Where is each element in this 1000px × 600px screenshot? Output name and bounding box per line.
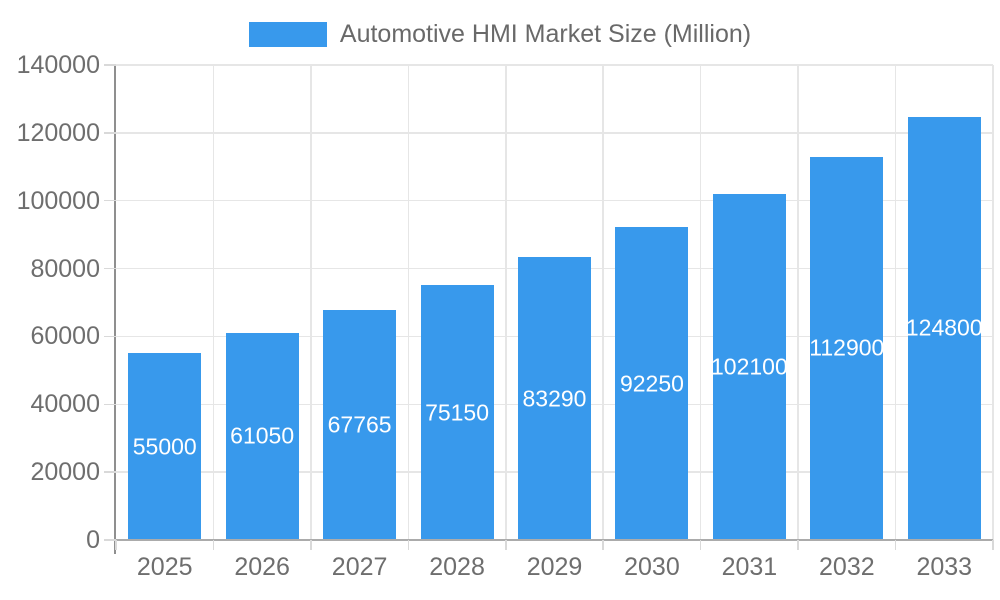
legend: Automotive HMI Market Size (Million) — [0, 20, 1000, 48]
y-tick-label: 20000 — [30, 458, 100, 487]
plot-area: 55000 61050 67765 75150 83290 92250 102100 1129… — [116, 64, 994, 540]
gridline-h — [116, 199, 993, 202]
gridline-v — [602, 65, 604, 540]
y-tick — [104, 267, 116, 270]
y-tick-label: 120000 — [16, 118, 100, 147]
y-tick — [104, 403, 116, 406]
bar[interactable] — [420, 285, 494, 540]
x-tick — [212, 540, 215, 550]
x-tick-label: 2027 — [331, 553, 388, 581]
legend-label: Automotive HMI Market Size (Million) — [339, 20, 752, 48]
bar[interactable] — [712, 193, 786, 540]
y-tick — [104, 471, 116, 473]
gridline-h — [116, 64, 993, 66]
x-tick-label: 2029 — [526, 553, 583, 581]
gridline-v — [407, 65, 410, 540]
gridline-h — [116, 132, 993, 134]
gridline-v — [505, 65, 507, 540]
gridline-v — [212, 65, 215, 540]
x-tick-label: 2033 — [916, 553, 973, 581]
x-tick — [602, 540, 604, 550]
bar[interactable] — [810, 156, 884, 540]
y-tick — [104, 335, 116, 338]
y-tick-label: 60000 — [30, 322, 100, 351]
bar[interactable] — [323, 310, 397, 540]
bar[interactable] — [225, 332, 299, 540]
y-axis-line — [114, 65, 116, 554]
y-tick-label: 140000 — [16, 51, 100, 79]
x-axis-line — [116, 539, 993, 541]
x-tick-label: 2031 — [721, 553, 778, 581]
x-tick — [894, 540, 897, 550]
gridline-v — [992, 65, 994, 540]
y-tick — [104, 132, 116, 134]
bar[interactable] — [518, 257, 591, 540]
y-tick — [104, 64, 116, 66]
y-tick-label: 40000 — [30, 390, 100, 419]
x-tick-label: 2030 — [624, 553, 680, 581]
y-tick — [104, 199, 116, 202]
x-tick-label: 2025 — [136, 553, 193, 581]
x-tick — [699, 540, 702, 550]
x-tick — [310, 540, 312, 550]
bar[interactable] — [128, 353, 202, 540]
x-tick — [505, 540, 507, 550]
y-tick-label: 0 — [86, 526, 100, 554]
gridline-v — [894, 65, 897, 540]
y-tick-label: 100000 — [16, 186, 100, 215]
x-tick-label: 2028 — [429, 553, 485, 581]
x-tick — [992, 540, 994, 550]
y-tick-label: 80000 — [30, 254, 100, 283]
y-tick — [104, 539, 116, 541]
gridline-v — [310, 65, 312, 540]
x-tick — [407, 540, 410, 550]
bar[interactable] — [615, 227, 689, 540]
x-tick — [115, 540, 117, 550]
x-tick — [797, 540, 799, 550]
gridline-v — [699, 65, 702, 540]
x-tick-label: 2026 — [234, 553, 290, 581]
gridline-v — [797, 65, 799, 540]
bar[interactable] — [907, 116, 981, 540]
x-tick-label: 2032 — [819, 553, 875, 581]
legend-item[interactable]: Automotive HMI Market Size (Million) — [248, 20, 752, 48]
legend-color-swatch — [248, 21, 327, 47]
